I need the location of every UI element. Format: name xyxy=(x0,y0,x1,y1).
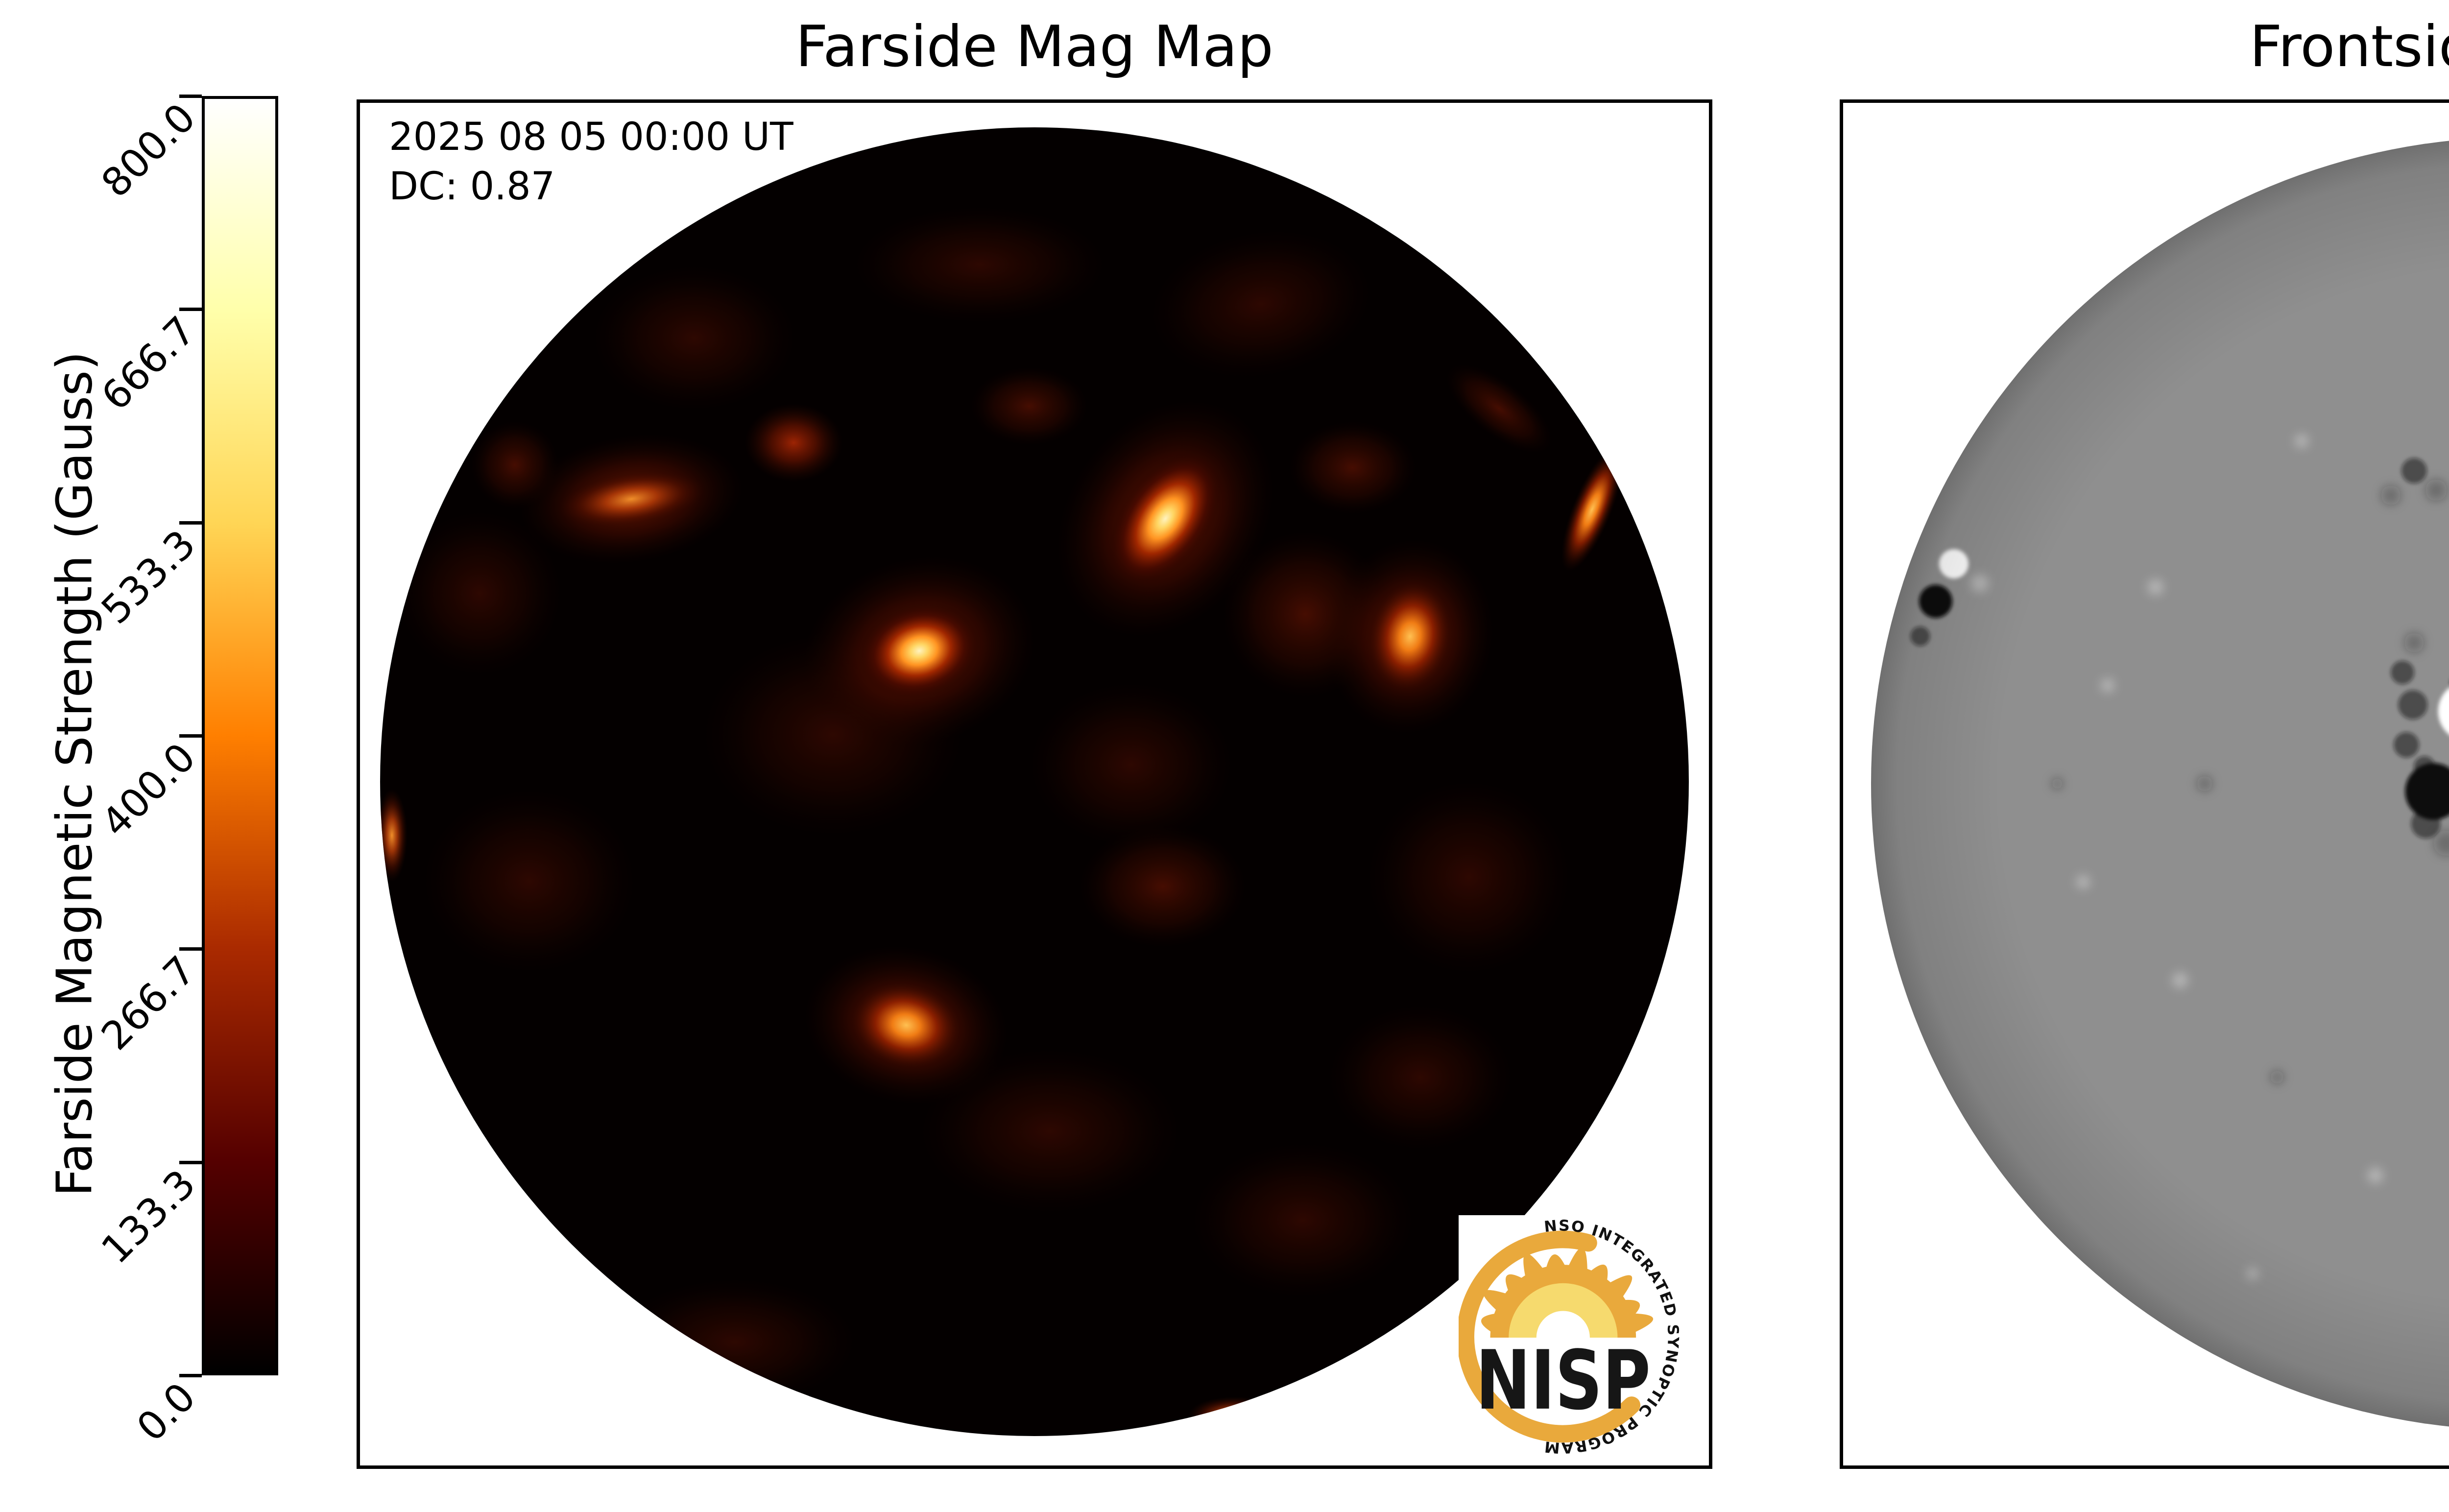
colorbar-tick xyxy=(179,947,202,951)
farside-blob-dim xyxy=(1190,1142,1416,1299)
farside-blob-bright xyxy=(1108,451,1222,586)
frontside-axes-frame xyxy=(1840,99,2449,1469)
farside-blob-dim xyxy=(1149,229,1373,379)
farside-blob-dim xyxy=(1366,779,1572,976)
annotation-datetime: 2025 08 05 00:00 UT xyxy=(389,115,793,159)
farside-blob-orange xyxy=(558,470,704,528)
colorbar-axis-label: Farside Magnetic Strength (Gauss) xyxy=(46,351,103,1197)
colorbar-tick xyxy=(179,734,202,738)
farside-blob-faint xyxy=(970,367,1088,446)
farside-blob-faint xyxy=(1079,825,1246,948)
frontside-disk xyxy=(1871,141,2449,1427)
frontside-title: Frontside Mag Map xyxy=(2249,14,2449,80)
farside-blob-dim xyxy=(852,206,1107,324)
farside-blob-faint xyxy=(1289,421,1417,514)
farside-blob-dim xyxy=(918,1048,1183,1215)
farside-blob-amber xyxy=(1561,448,1623,572)
farside-blob-dim xyxy=(1028,681,1234,848)
colorbar-tick xyxy=(179,521,202,525)
colorbar-tick xyxy=(179,1160,202,1164)
colorbar-tick xyxy=(179,95,202,98)
farside-blob-amber xyxy=(850,981,962,1069)
farside-blob-red xyxy=(744,403,843,482)
colorbar-tick xyxy=(179,308,202,312)
colorbar xyxy=(202,96,278,1375)
farside-blob-bright xyxy=(859,603,980,699)
colorbar-tick xyxy=(179,1374,202,1377)
farside-annotation: 2025 08 05 00:00 UT DC: 0.87 xyxy=(389,113,793,212)
farside-axes-frame xyxy=(357,99,1712,1469)
annotation-dc: DC: 0.87 xyxy=(389,165,555,209)
farside-blob-amber xyxy=(1368,580,1452,693)
farside-title: Farside Mag Map xyxy=(795,14,1273,80)
farside-blob-dim xyxy=(421,788,637,975)
farside-blob-dim xyxy=(591,264,797,412)
farside-blob-faint xyxy=(1446,364,1552,454)
farside-blob-dim xyxy=(396,510,563,677)
farside-blob-dim xyxy=(1327,1004,1514,1151)
